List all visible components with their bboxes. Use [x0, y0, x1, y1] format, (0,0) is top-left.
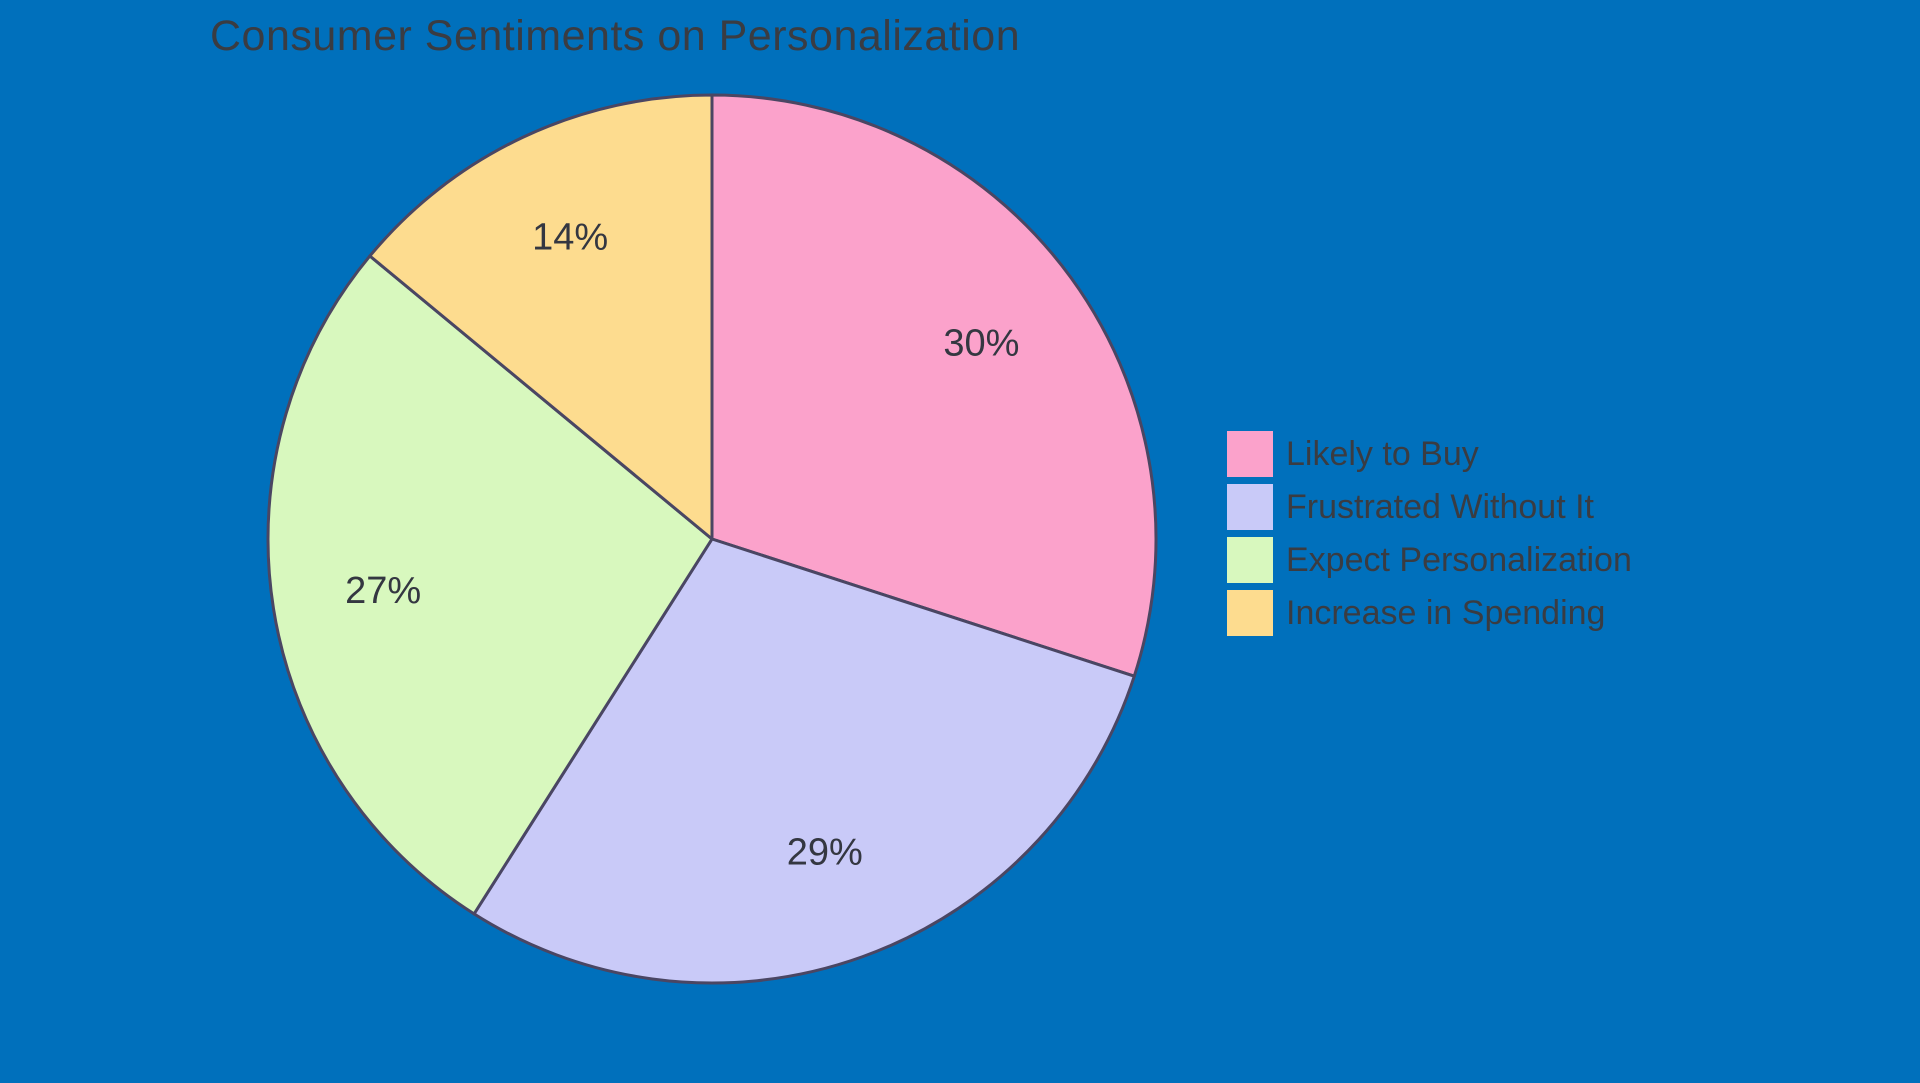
legend-label: Frustrated Without It	[1286, 487, 1594, 526]
legend-swatch-likely-to-buy	[1227, 431, 1273, 477]
legend-label: Likely to Buy	[1286, 434, 1479, 473]
pie-slice-likely-to-buy[interactable]	[710, 93, 1158, 678]
pie-slice-percent-label-expect-personalization: 27%	[345, 570, 421, 612]
pie-slice-increase-in-spending[interactable]	[368, 93, 714, 541]
pie-slice-percent-label-likely-to-buy: 30%	[943, 322, 1019, 364]
pie-slice-frustrated-without-it[interactable]	[472, 537, 1136, 985]
legend-label: Expect Personalization	[1286, 540, 1632, 579]
legend-item-increase-in-spending[interactable]: Increase in Spending	[1227, 590, 1632, 636]
chart-legend: Likely to Buy Frustrated Without It Expect…	[1227, 431, 1632, 636]
legend-item-expect-personalization[interactable]: Expect Personalization	[1227, 537, 1632, 583]
pie-slice-percent-label-increase-in-spending: 14%	[532, 217, 608, 259]
legend-item-frustrated-without-it[interactable]: Frustrated Without It	[1227, 484, 1632, 530]
pie-slice-percent-label-frustrated-without-it: 29%	[787, 831, 863, 873]
legend-swatch-frustrated-without-it	[1227, 484, 1273, 530]
chart-title: Consumer Sentiments on Personalization	[210, 12, 1021, 60]
legend-swatch-expect-personalization	[1227, 537, 1273, 583]
legend-swatch-increase-in-spending	[1227, 590, 1273, 636]
pie-slice-expect-personalization[interactable]	[266, 254, 714, 916]
legend-label: Increase in Spending	[1286, 593, 1606, 632]
legend-item-likely-to-buy[interactable]: Likely to Buy	[1227, 431, 1632, 477]
